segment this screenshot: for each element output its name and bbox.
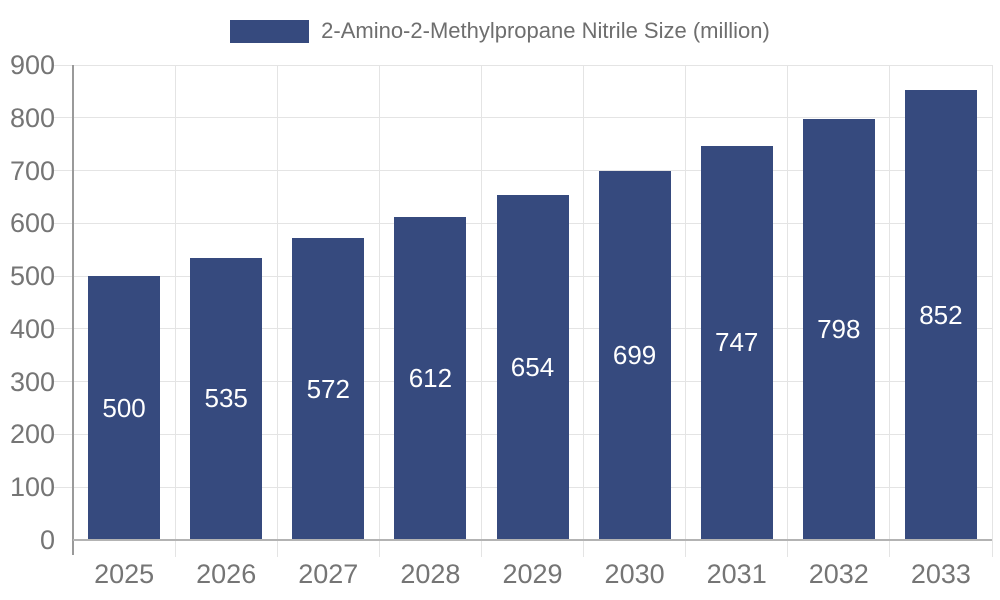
y-axis-line	[72, 65, 74, 555]
x-tick-label: 2033	[910, 559, 971, 589]
bar[interactable]: 500	[88, 276, 161, 540]
legend-item[interactable]: 2-Amino-2-Methylpropane Nitrile Size (mi…	[230, 18, 770, 44]
bar-value-label: 612	[408, 363, 453, 393]
bar[interactable]: 699	[598, 171, 671, 540]
x-gridline	[787, 65, 789, 557]
y-tick-label: 300	[9, 366, 55, 397]
y-gridline	[53, 64, 992, 66]
bar-value-label: 747	[714, 327, 759, 358]
x-gridline	[991, 65, 993, 557]
y-tick-label: 900	[9, 50, 55, 80]
y-tick-label: 500	[9, 261, 55, 292]
bar-value-label: 500	[102, 392, 146, 423]
bar-value-label: 798	[817, 313, 861, 344]
y-gridline	[53, 170, 992, 172]
x-axis-line	[73, 539, 992, 541]
bar[interactable]: 572	[292, 238, 365, 540]
x-tick-label: 2029	[502, 559, 563, 589]
x-gridline	[174, 65, 176, 557]
legend-swatch-icon	[230, 19, 310, 43]
bar[interactable]: 535	[190, 257, 263, 540]
x-gridline	[685, 65, 687, 557]
bar[interactable]: 852	[904, 90, 977, 540]
y-tick-label: 0	[39, 525, 55, 555]
x-tick-label: 2032	[808, 559, 869, 589]
legend-label: 2-Amino-2-Methylpropane Nitrile Size (mi…	[321, 18, 770, 43]
chart-legend: 2-Amino-2-Methylpropane Nitrile Size (mi…	[0, 18, 1000, 44]
x-tick-label: 2030	[604, 559, 665, 589]
bar-value-label: 572	[306, 373, 350, 404]
x-gridline	[889, 65, 891, 557]
y-tick-label: 700	[9, 155, 55, 186]
bar-value-label: 535	[204, 383, 248, 414]
bar-value-label: 852	[919, 299, 963, 330]
x-tick-label: 2027	[298, 559, 359, 589]
y-gridline	[53, 117, 992, 119]
x-gridline	[276, 65, 278, 557]
bar[interactable]: 612	[394, 217, 467, 540]
bar[interactable]: 747	[700, 145, 773, 541]
y-tick-label: 600	[9, 208, 55, 239]
x-gridline	[480, 65, 482, 557]
y-tick-label: 800	[9, 102, 55, 133]
x-gridline	[378, 65, 380, 557]
bar[interactable]: 654	[496, 194, 569, 540]
y-tick-label: 400	[9, 313, 55, 344]
x-gridline	[583, 65, 585, 557]
x-tick-label: 2025	[94, 559, 155, 589]
plot-area: 0 100 200 300 400 500 600 700 800 900 500 535 572 612…	[10, 51, 993, 588]
x-tick-label: 2026	[196, 559, 257, 589]
bar-value-label: 654	[510, 351, 555, 382]
bar-value-label: 699	[612, 340, 657, 371]
x-tick-label: 2031	[706, 559, 767, 589]
y-tick-label: 100	[9, 472, 55, 503]
x-tick-label: 2028	[400, 559, 461, 589]
bar[interactable]: 798	[802, 118, 875, 540]
y-tick-label: 200	[9, 419, 55, 450]
